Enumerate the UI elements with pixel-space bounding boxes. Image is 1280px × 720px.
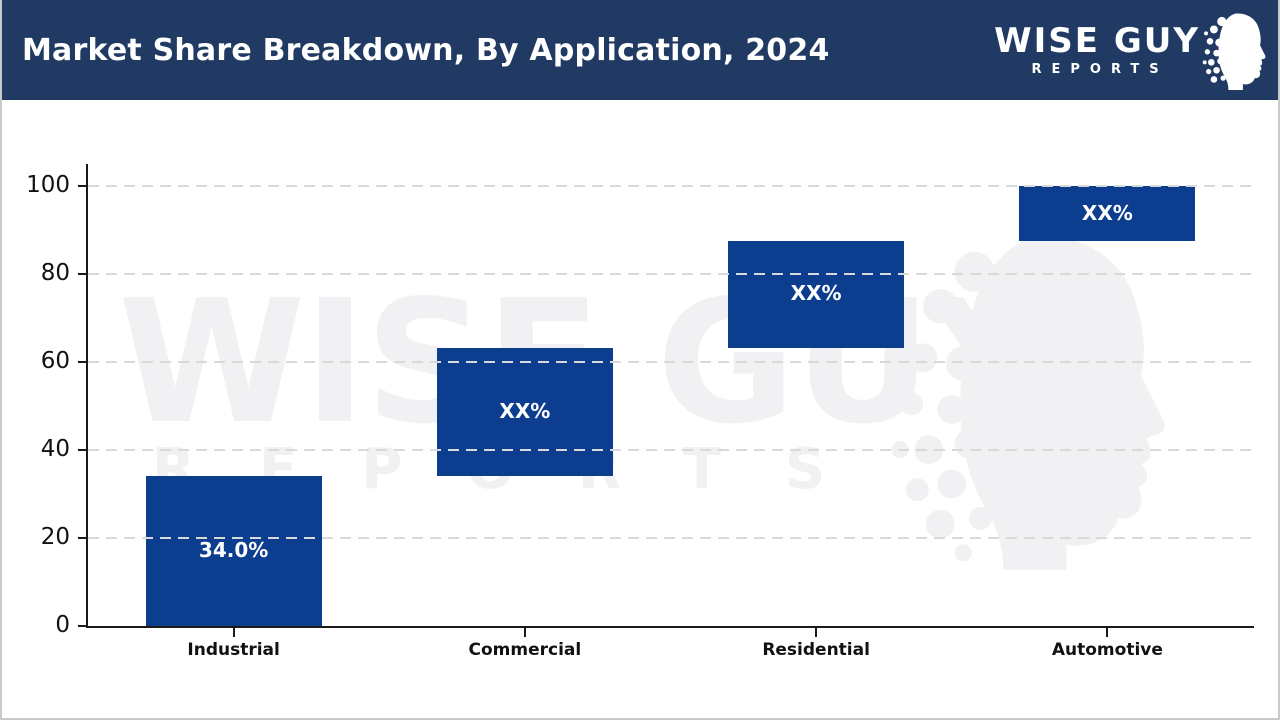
- gridline-40: [88, 449, 1253, 451]
- x-tick: [523, 628, 526, 637]
- x-category-label-commercial: Commercial: [468, 640, 582, 660]
- y-tick-label: 100: [26, 172, 70, 198]
- chart-title: Market Share Breakdown, By Application, …: [22, 32, 830, 68]
- brand-subname: REPORTS: [1031, 61, 1169, 77]
- y-axis-line: [86, 164, 88, 628]
- brand-logo: WISE GUY REPORTS: [994, 11, 1280, 90]
- y-tick: [78, 537, 88, 539]
- y-tick-label: 80: [40, 260, 70, 286]
- brand-name: WISE GUY: [994, 20, 1200, 61]
- x-axis-line: [86, 626, 1254, 628]
- y-tick-label: 0: [55, 612, 70, 638]
- bar-residential: [728, 241, 905, 348]
- y-tick: [78, 361, 88, 363]
- x-tick: [1106, 628, 1109, 637]
- bar-value-label: XX%: [790, 281, 842, 306]
- y-tick: [78, 273, 88, 275]
- bar-commercial: [436, 347, 613, 477]
- y-tick: [78, 449, 88, 451]
- y-tick-label: 60: [40, 348, 70, 374]
- gridline-20: [88, 537, 1253, 539]
- gridline-100: [88, 185, 1253, 187]
- gridline-60: [88, 361, 1253, 363]
- y-tick: [78, 185, 88, 187]
- bar-industrial: [145, 476, 322, 626]
- bar-value-label: 34.0%: [198, 538, 269, 563]
- header-band: Market Share Breakdown, By Application, …: [0, 0, 1280, 100]
- y-tick: [78, 625, 88, 627]
- x-category-label-residential: Residential: [762, 640, 870, 660]
- x-tick: [232, 628, 235, 637]
- x-category-label-industrial: Industrial: [187, 640, 280, 660]
- head-logo-icon: [1202, 11, 1268, 90]
- bar-value-label: XX%: [499, 399, 551, 424]
- y-tick-label: 40: [40, 436, 70, 462]
- x-tick: [815, 628, 818, 637]
- gridline-80: [88, 273, 1253, 275]
- brand-logo-text: WISE GUY REPORTS: [994, 24, 1200, 77]
- bar-automotive: [1019, 186, 1196, 241]
- y-tick-label: 20: [40, 524, 70, 550]
- bar-value-label: XX%: [1081, 200, 1133, 225]
- x-category-label-automotive: Automotive: [1051, 640, 1163, 660]
